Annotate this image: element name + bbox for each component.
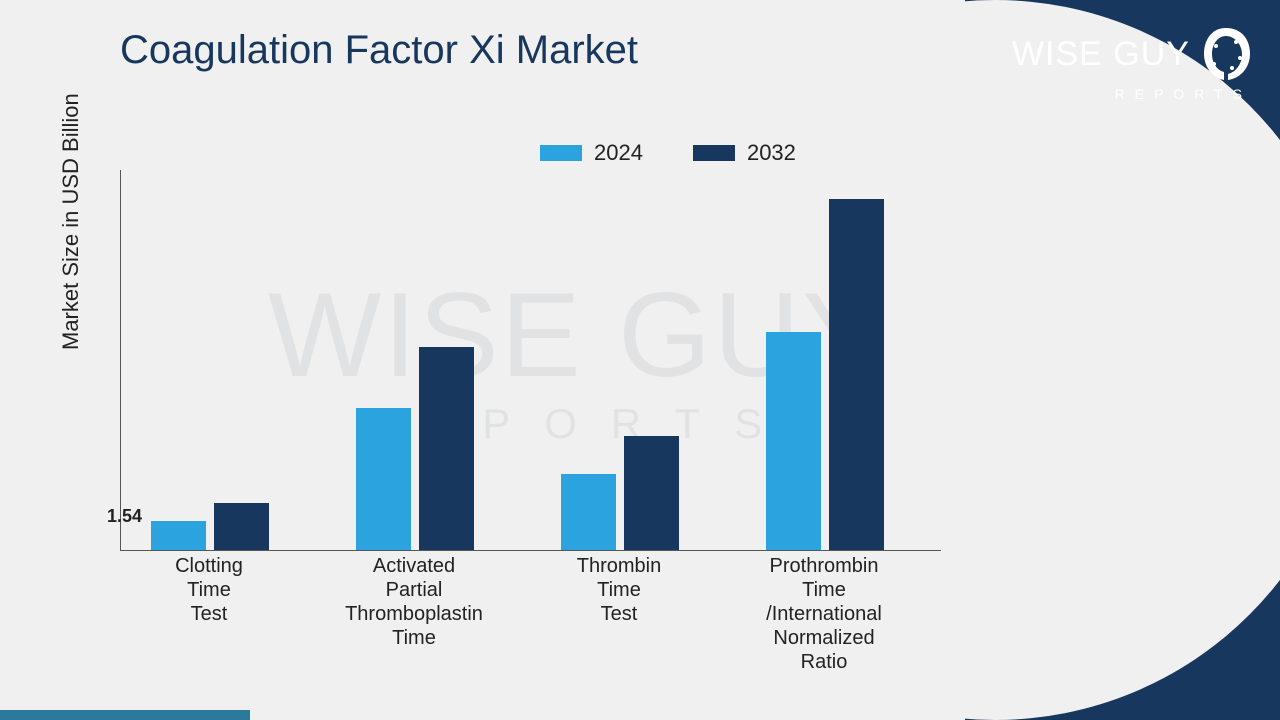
x-axis-labels: ClottingTimeTest ActivatedPartialThrombop…	[120, 554, 940, 684]
brand-logo-sub: REPORTS	[1012, 86, 1256, 102]
chart-title: Coagulation Factor Xi Market	[120, 28, 638, 73]
bottom-accent-bar	[0, 710, 250, 720]
bar	[419, 347, 474, 550]
legend-label-2032: 2032	[747, 140, 796, 166]
right-accent-panel	[965, 0, 1280, 720]
legend-label-2024: 2024	[594, 140, 643, 166]
bar-value-label: 1.54	[107, 506, 142, 527]
legend-swatch-2032	[693, 145, 735, 161]
legend-item-2024: 2024	[540, 140, 643, 166]
brand-logo-text: WISE GUY	[1012, 37, 1190, 71]
chart-legend: 2024 2032	[540, 140, 796, 166]
bar	[214, 503, 269, 551]
brand-logo: WISE GUY REPORTS	[1012, 24, 1256, 102]
bar	[561, 474, 616, 550]
bar	[356, 408, 411, 551]
x-axis-category-label: ThrombinTimeTest	[529, 554, 709, 626]
bar	[151, 521, 206, 550]
bar	[766, 332, 821, 551]
chart-region: 2024 2032 Market Size in USD Billion 1.5…	[70, 140, 950, 680]
brand-logo-head-icon	[1196, 24, 1256, 84]
chart-canvas: WISE GUY REPORTS Coagulation Factor Xi M…	[0, 0, 1280, 720]
y-axis-label: Market Size in USD Billion	[58, 93, 84, 350]
x-axis-category-label: ProthrombinTime/InternationalNormalizedR…	[734, 554, 914, 674]
brand-logo-main: WISE GUY	[1012, 24, 1256, 84]
chart-plot-area: 1.54	[120, 170, 941, 551]
legend-item-2032: 2032	[693, 140, 796, 166]
bar	[829, 199, 884, 551]
bar	[624, 436, 679, 550]
legend-swatch-2024	[540, 145, 582, 161]
x-axis-category-label: ClottingTimeTest	[119, 554, 299, 626]
x-axis-category-label: ActivatedPartialThromboplastinTime	[324, 554, 504, 650]
